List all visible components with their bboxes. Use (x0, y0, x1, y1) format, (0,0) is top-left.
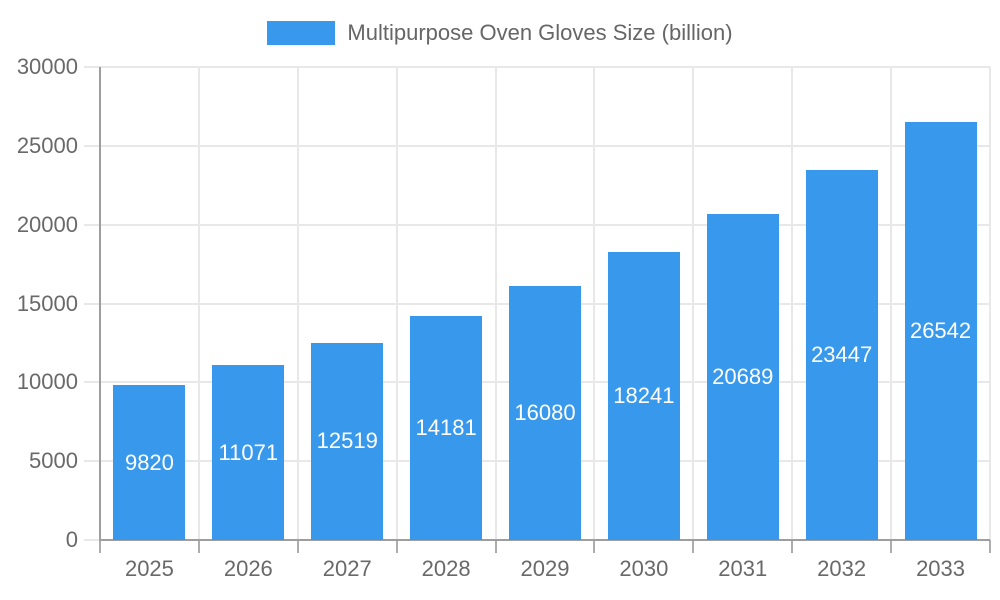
x-axis-tick (296, 540, 299, 553)
legend-series-label: Multipurpose Oven Gloves Size (billion) (347, 20, 733, 45)
bar[interactable]: 26542 (904, 121, 977, 540)
gridline-horizontal (100, 223, 990, 226)
y-axis-tick (84, 302, 100, 305)
x-axis-tick-label: 2028 (421, 556, 471, 581)
y-axis-tick-label: 25000 (16, 132, 78, 158)
y-axis-tick (84, 223, 100, 226)
bar[interactable]: 14181 (410, 316, 483, 540)
gridline-vertical (593, 67, 596, 540)
bar[interactable]: 20689 (706, 213, 779, 540)
y-axis-tick (84, 66, 100, 68)
x-axis-tick-label: 2026 (223, 556, 273, 581)
x-axis-tick (593, 540, 596, 553)
chart-legend[interactable]: Multipurpose Oven Gloves Size (billion) (0, 20, 1000, 46)
x-axis-tick (791, 540, 794, 553)
gridline-horizontal (100, 144, 990, 147)
bar-value-label: 18241 (613, 383, 675, 409)
x-axis-tick-label: 2031 (718, 556, 768, 581)
y-axis-tick-label: 20000 (16, 211, 78, 237)
bar-value-label: 26542 (909, 317, 972, 343)
y-axis-line (99, 67, 101, 540)
y-axis-tick-label: 10000 (16, 369, 78, 395)
legend-swatch-icon (267, 21, 336, 45)
bar[interactable]: 12519 (311, 342, 384, 540)
x-axis-tick-label: 2025 (124, 556, 174, 581)
bar-value-label: 16080 (514, 400, 576, 426)
x-axis-tick-label: 2032 (817, 556, 867, 581)
bar[interactable]: 18241 (607, 252, 680, 540)
bar-value-label: 23447 (811, 342, 873, 368)
y-axis-tick-label: 5000 (29, 448, 78, 474)
x-axis-tick (494, 540, 497, 553)
bar-value-label: 11071 (218, 439, 279, 465)
gridline-vertical (494, 67, 497, 540)
bar-value-label: 12519 (316, 428, 378, 454)
x-axis-tick-label: 2030 (619, 556, 669, 581)
gridline-vertical (890, 67, 893, 540)
x-axis-tick (99, 540, 101, 553)
gridline-vertical (395, 67, 398, 540)
bar[interactable]: 16080 (509, 286, 581, 540)
bar-value-label: 9820 (124, 449, 174, 475)
gridline-horizontal (100, 66, 990, 68)
x-axis-baseline (99, 539, 990, 541)
bar-value-label: 14181 (415, 415, 477, 441)
bar[interactable]: 11071 (212, 365, 285, 540)
y-axis-tick (84, 460, 100, 463)
y-axis-tick (84, 144, 100, 147)
x-axis-tick-label: 2033 (916, 556, 966, 581)
bar[interactable]: 9820 (113, 385, 186, 540)
gridline-vertical (197, 67, 200, 540)
y-axis-tick (84, 539, 100, 541)
gridline-vertical (692, 67, 695, 540)
gridline-vertical (791, 67, 794, 540)
x-axis-tick-label: 2029 (520, 556, 570, 581)
y-axis-tick-label: 15000 (16, 290, 78, 316)
gridline-vertical (296, 67, 299, 540)
bar-value-label: 20689 (712, 363, 774, 389)
y-axis-tick-label: 0 (65, 527, 78, 552)
x-axis-tick-label: 2027 (322, 556, 372, 581)
y-axis-tick-label: 30000 (16, 54, 78, 79)
x-axis-tick (692, 540, 695, 553)
gridline-vertical (989, 67, 991, 540)
bar[interactable]: 23447 (805, 170, 878, 540)
x-axis-tick (197, 540, 200, 553)
y-axis-tick (84, 381, 100, 384)
x-axis-tick (395, 540, 398, 553)
x-axis-tick (989, 540, 991, 553)
x-axis-tick (890, 540, 893, 553)
